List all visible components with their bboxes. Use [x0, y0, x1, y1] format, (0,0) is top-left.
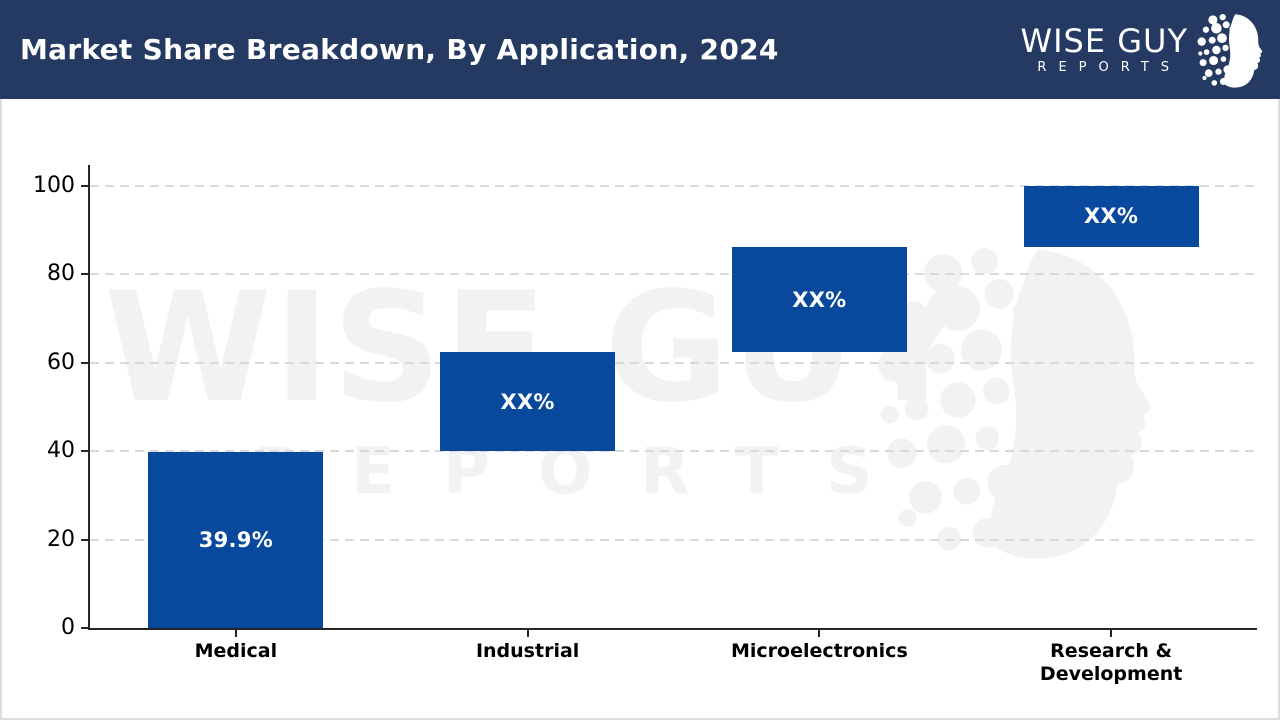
- bar-medical: 39.9%: [148, 451, 324, 628]
- bar-value-label: XX%: [1083, 204, 1139, 229]
- y-tick-label: 80: [47, 261, 75, 287]
- bar-value-label: 39.9%: [198, 527, 274, 552]
- bar-microelectronics: XX%: [731, 246, 907, 353]
- gridline: [90, 538, 1257, 541]
- chart-area: WISE GUY REPORTS 0 20 40 60 80 100 39.9% Medica…: [0, 99, 1280, 720]
- logo-text: WISE GUY REPORTS: [1020, 21, 1188, 76]
- y-tick-mark: [81, 627, 90, 629]
- x-axis-line: [88, 628, 1257, 630]
- logo-wordmark: WISE GUY: [1020, 21, 1188, 60]
- y-axis-line: [88, 165, 90, 630]
- y-tick-label: 60: [47, 349, 75, 375]
- y-tick-label: 40: [47, 438, 75, 464]
- gridline: [90, 273, 1257, 276]
- y-tick-label: 0: [61, 615, 75, 640]
- y-tick-mark: [81, 361, 90, 364]
- x-tick-mark: [1110, 630, 1113, 637]
- header-bar: Market Share Breakdown, By Application, …: [0, 0, 1280, 99]
- y-tick-mark: [81, 273, 90, 276]
- bar-research-development: XX%: [1023, 186, 1199, 247]
- y-tick-label: 100: [33, 173, 75, 198]
- logo-subtext: REPORTS: [1037, 60, 1182, 76]
- y-tick-mark: [81, 538, 90, 541]
- gridline: [90, 185, 1257, 187]
- y-tick-mark: [81, 185, 90, 187]
- wise-guy-head-icon: [1197, 13, 1263, 88]
- gridline: [90, 450, 1257, 453]
- x-category-label: Microelectronics: [730, 640, 908, 662]
- waterfall-chart: 0 20 40 60 80 100 39.9% Medical XX% Industrial XX%…: [2, 99, 1278, 718]
- gridline: [90, 361, 1257, 364]
- x-category-label: Medical: [194, 640, 278, 662]
- bar-value-label: XX%: [500, 389, 555, 414]
- x-category-label: Industrial: [475, 640, 580, 662]
- page-title: Market Share Breakdown, By Application, …: [20, 33, 779, 66]
- x-category-label: Research & Development: [1039, 640, 1183, 686]
- bar-industrial: XX%: [440, 352, 616, 452]
- y-tick-label: 20: [47, 526, 75, 552]
- y-tick-mark: [81, 450, 90, 453]
- wise-guy-logo: WISE GUY REPORTS: [1020, 6, 1268, 94]
- x-tick-mark: [234, 630, 237, 637]
- x-tick-mark: [818, 630, 821, 637]
- bar-value-label: XX%: [792, 287, 847, 312]
- x-tick-mark: [526, 630, 529, 637]
